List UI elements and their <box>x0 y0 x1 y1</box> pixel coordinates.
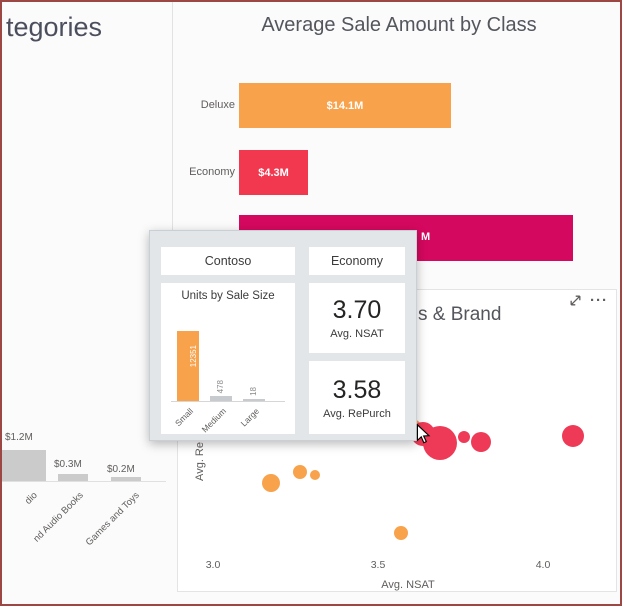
panel-divider <box>172 2 173 231</box>
x-tick-label: 4.0 <box>535 559 551 571</box>
scatter-y-axis-label: Avg. Re <box>194 442 206 481</box>
mini-bar-medium <box>210 396 232 401</box>
category-bar-dimmed[interactable] <box>2 450 46 481</box>
x-tick-label: 3.5 <box>370 559 386 571</box>
x-tick-label: 3.0 <box>205 559 221 571</box>
scatter-x-axis-title: Avg. NSAT <box>381 579 435 591</box>
focus-mode-icon[interactable] <box>569 294 582 307</box>
mini-axis-label: Small <box>172 406 196 429</box>
class-chart-title: Average Sale Amount by Class <box>261 14 537 36</box>
bar-economy[interactable]: $4.3M <box>239 150 308 195</box>
visual-header: ··· <box>569 291 608 309</box>
bar-value-label: $4.3M <box>258 166 289 179</box>
bar-category-label-deluxe: Deluxe <box>200 99 235 111</box>
left-visual-title-fragment: tegories <box>6 12 103 42</box>
tooltip-units-card: Units by Sale Size 12351 478 18 Small Me… <box>161 283 295 434</box>
category-axis-label: Games and Toys <box>83 490 142 549</box>
tooltip-brand: Contoso <box>161 247 295 275</box>
bar-value-label-fragment: M <box>421 231 431 243</box>
tooltip-kpi-nsat: 3.70 Avg. NSAT <box>309 283 405 353</box>
kpi-label: Avg. NSAT <box>330 328 384 340</box>
mouse-cursor <box>416 424 431 444</box>
scatter-bubble[interactable] <box>562 425 584 447</box>
category-bar-dimmed[interactable] <box>58 474 88 481</box>
scatter-bubble[interactable] <box>262 474 280 492</box>
mini-bar-value: 478 <box>216 379 225 393</box>
tooltip-class: Economy <box>309 247 405 275</box>
tooltip-kpi-repurch: 3.58 Avg. RePurch <box>309 361 405 434</box>
mini-axis-label: Medium <box>199 406 229 435</box>
more-options-icon[interactable]: ··· <box>590 291 608 309</box>
bar-category-label-economy: Economy <box>189 166 235 178</box>
mini-bar-value: 12351 <box>189 344 198 367</box>
bar-deluxe[interactable]: $14.1M <box>239 83 451 128</box>
units-chart-title: Units by Sale Size <box>181 290 275 302</box>
bar-value-label: $14.1M <box>326 99 364 112</box>
mini-bar-large <box>243 399 265 401</box>
scatter-bubble[interactable] <box>394 526 408 540</box>
scatter-bubble[interactable] <box>458 431 470 443</box>
category-axis-line <box>2 481 166 482</box>
scatter-bubble[interactable] <box>423 426 457 460</box>
scatter-title-fragment: s & Brand <box>418 304 502 325</box>
scatter-bubble[interactable] <box>310 470 320 480</box>
kpi-value: 3.58 <box>332 375 382 404</box>
units-chart-plot: 12351 478 18 <box>171 311 285 402</box>
mini-axis-label: Large <box>238 406 262 429</box>
column-value-label: $1.2M <box>5 432 33 443</box>
report-tooltip: Contoso Economy Units by Sale Size 12351… <box>149 230 417 441</box>
category-axis-label: dio <box>23 490 40 507</box>
kpi-value: 3.70 <box>332 296 382 324</box>
column-value-label: $0.2M <box>107 464 135 475</box>
category-bar-dimmed[interactable] <box>111 477 141 481</box>
column-value-label: $0.3M <box>54 459 82 470</box>
category-axis-label: nd Audio Books <box>31 490 86 545</box>
scatter-bubble[interactable] <box>471 432 491 452</box>
kpi-label: Avg. RePurch <box>323 407 391 420</box>
mini-bar-value: 18 <box>249 387 258 396</box>
scatter-bubble[interactable] <box>293 465 307 479</box>
mini-bar-small: 12351 <box>177 331 199 401</box>
